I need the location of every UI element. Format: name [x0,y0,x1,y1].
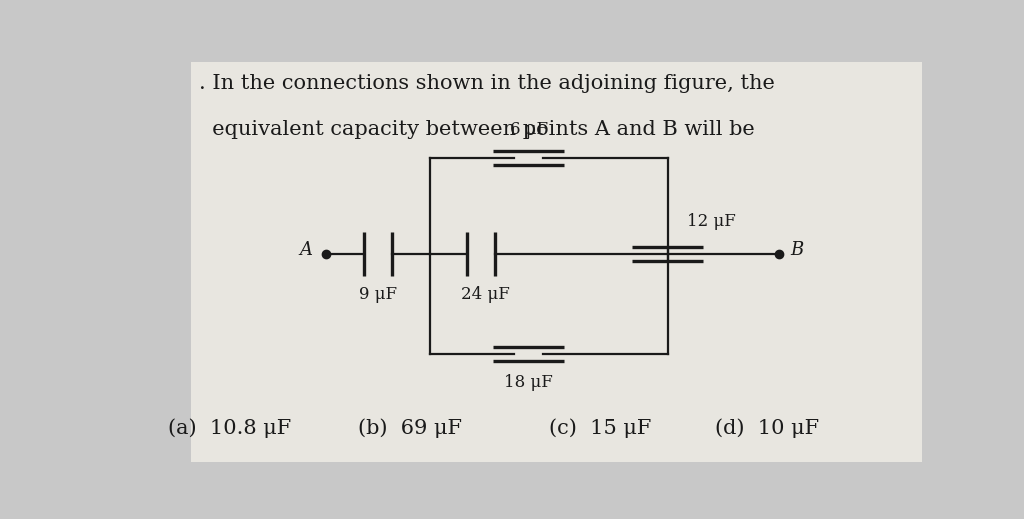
Text: . In the connections shown in the adjoining figure, the: . In the connections shown in the adjoin… [200,74,775,93]
Text: A: A [299,241,312,259]
Text: 18 μF: 18 μF [505,374,553,391]
Text: equivalent capacity between points A and B will be: equivalent capacity between points A and… [200,120,755,139]
Text: (c)  15 μF: (c) 15 μF [549,418,651,438]
Text: 12 μF: 12 μF [687,213,736,230]
Text: (a)  10.8 μF: (a) 10.8 μF [168,418,291,438]
Text: 24 μF: 24 μF [461,286,510,303]
Text: (d)  10 μF: (d) 10 μF [715,418,819,438]
Text: 9 μF: 9 μF [359,286,397,303]
Text: 6 μF: 6 μF [510,121,548,138]
Text: (b)  69 μF: (b) 69 μF [358,418,462,438]
Text: B: B [791,241,804,259]
